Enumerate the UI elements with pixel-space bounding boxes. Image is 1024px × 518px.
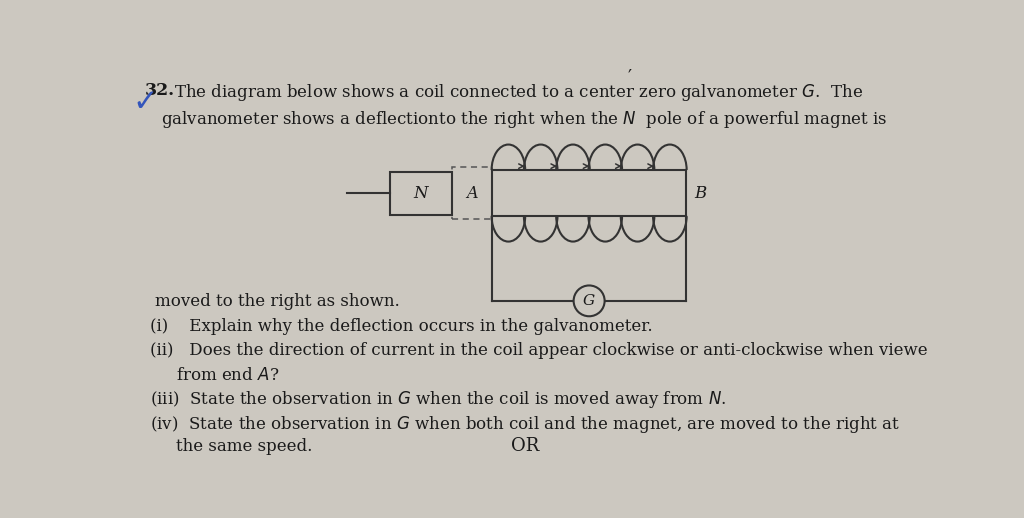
Text: A: A bbox=[466, 184, 478, 202]
Text: from end $A$?: from end $A$? bbox=[176, 367, 280, 384]
Text: (ii)   Does the direction of current in the coil appear clockwise or anti-clockw: (ii) Does the direction of current in th… bbox=[150, 342, 928, 359]
Text: B: B bbox=[693, 184, 706, 202]
Text: moved to the right as shown.: moved to the right as shown. bbox=[155, 293, 400, 310]
Text: galvanometer shows a deflectionto the right when the $N$  pole of a powerful mag: galvanometer shows a deflectionto the ri… bbox=[161, 109, 887, 130]
Text: N: N bbox=[414, 184, 428, 202]
Text: the same speed.: the same speed. bbox=[176, 438, 312, 455]
Circle shape bbox=[573, 285, 604, 316]
Bar bbox=[390, 171, 452, 214]
Text: 32.: 32. bbox=[145, 82, 175, 99]
Text: ✓: ✓ bbox=[133, 88, 158, 117]
Text: ′: ′ bbox=[628, 68, 632, 87]
Text: (iv)  State the observation in $G$ when both coil and the magnet, are moved to t: (iv) State the observation in $G$ when b… bbox=[150, 414, 900, 435]
Text: (i)    Explain why the deflection occurs in the galvanometer.: (i) Explain why the deflection occurs in… bbox=[150, 318, 652, 335]
Text: OR: OR bbox=[511, 437, 539, 455]
Text: (iii)  State the observation in $G$ when the coil is moved away from $N$.: (iii) State the observation in $G$ when … bbox=[150, 390, 726, 410]
Text: The diagram below shows a coil connected to a center zero galvanometer $G$.  The: The diagram below shows a coil connected… bbox=[174, 82, 863, 103]
Text: G: G bbox=[583, 294, 595, 308]
Bar bbox=[452, 167, 493, 219]
